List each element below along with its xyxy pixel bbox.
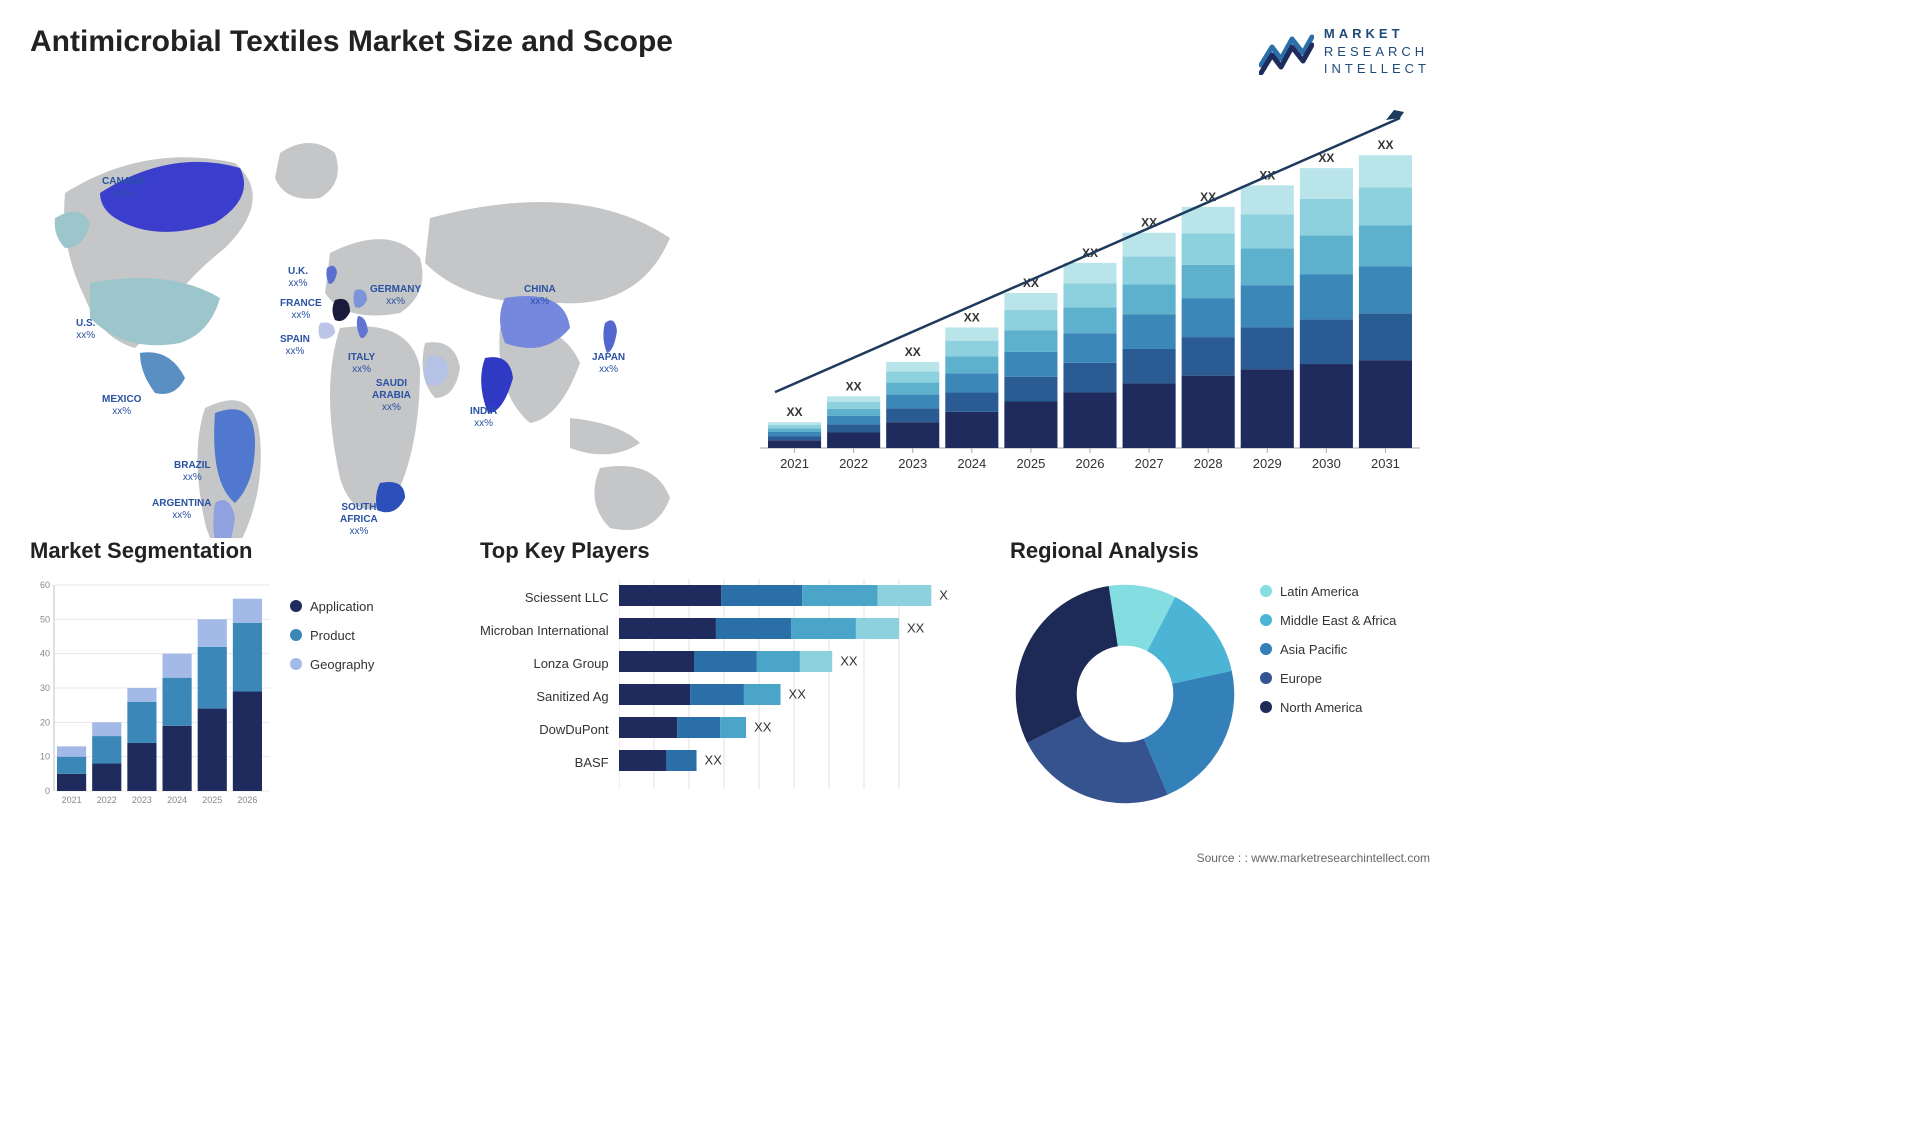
svg-text:2021: 2021	[62, 795, 82, 805]
logo-text-3: INTELLECT	[1324, 60, 1430, 78]
logo-icon	[1259, 27, 1314, 75]
svg-text:2023: 2023	[132, 795, 152, 805]
segmentation-legend: Application Product Geography	[290, 579, 374, 686]
svg-text:2023: 2023	[898, 456, 927, 471]
svg-text:10: 10	[40, 751, 50, 761]
player-label: BASF	[480, 746, 609, 779]
svg-text:2030: 2030	[1312, 456, 1341, 471]
logo-text-1: MARKET	[1324, 26, 1404, 41]
legend-item: Latin America	[1260, 584, 1396, 599]
players-labels: Sciessent LLCMicroban InternationalLonza…	[480, 579, 609, 789]
svg-text:2022: 2022	[97, 795, 117, 805]
svg-text:XX: XX	[1377, 138, 1393, 152]
map-label: INDIAxx%	[470, 406, 497, 430]
player-label: Sciessent LLC	[480, 581, 609, 614]
player-label: DowDuPont	[480, 713, 609, 746]
segmentation-chart-svg: 0 10 20 30 40 50 60 2021 2022 2023 2024 2025 2026	[30, 579, 270, 809]
map-label: GERMANYxx%	[370, 284, 421, 308]
growth-chart-svg: 2021XX2022XX2023XX2024XX2025XX2026XX2027…	[760, 98, 1420, 478]
regional-donut-svg	[1010, 579, 1240, 809]
map-label: ARGENTINAxx%	[152, 498, 211, 522]
map-label: BRAZILxx%	[174, 460, 211, 484]
svg-text:2025: 2025	[202, 795, 222, 805]
legend-item: Application	[290, 599, 374, 614]
legend-item: Product	[290, 628, 374, 643]
segmentation-chart: 0 10 20 30 40 50 60 2021 2022 2023 2024 2025 2026	[30, 579, 270, 809]
world-map: CANADAxx%U.S.xx%MEXICOxx%BRAZILxx%ARGENT…	[30, 98, 730, 498]
growth-chart: 2021XX2022XX2023XX2024XX2025XX2026XX2027…	[760, 98, 1430, 478]
map-label: FRANCExx%	[280, 298, 322, 322]
map-label: U.S.xx%	[76, 318, 95, 342]
player-label: Microban International	[480, 614, 609, 647]
page-title: Antimicrobial Textiles Market Size and S…	[30, 25, 673, 59]
player-label: Lonza Group	[480, 647, 609, 680]
map-label: CANADAxx%	[102, 176, 145, 200]
svg-text:XX: XX	[788, 686, 806, 701]
map-label: SOUTHAFRICAxx%	[340, 502, 378, 538]
map-label: MEXICOxx%	[102, 394, 141, 418]
svg-text:60: 60	[40, 580, 50, 590]
svg-text:XX: XX	[846, 379, 862, 393]
svg-text:XX: XX	[905, 345, 921, 359]
regional-title: Regional Analysis	[1010, 538, 1430, 564]
svg-text:20: 20	[40, 717, 50, 727]
players-chart-svg: XX XX XX XX XX XX	[619, 579, 949, 789]
svg-text:XX: XX	[840, 653, 858, 668]
svg-text:XX: XX	[907, 620, 925, 635]
legend-item: Middle East & Africa	[1260, 613, 1396, 628]
svg-text:XX: XX	[964, 310, 980, 324]
legend-item: North America	[1260, 700, 1396, 715]
svg-text:30: 30	[40, 683, 50, 693]
map-label: ITALYxx%	[348, 352, 375, 376]
svg-text:2024: 2024	[957, 456, 986, 471]
regional-donut	[1010, 579, 1240, 809]
legend-item: Europe	[1260, 671, 1396, 686]
players-chart: XX XX XX XX XX XX	[619, 579, 980, 789]
svg-text:50: 50	[40, 614, 50, 624]
logo-text-2: RESEARCH	[1324, 43, 1430, 61]
map-label: U.K.xx%	[288, 266, 308, 290]
map-label: JAPANxx%	[592, 352, 625, 376]
svg-text:2028: 2028	[1194, 456, 1223, 471]
svg-text:2021: 2021	[780, 456, 809, 471]
svg-text:2026: 2026	[1076, 456, 1105, 471]
svg-text:2026: 2026	[237, 795, 257, 805]
map-label: SAUDIARABIAxx%	[372, 378, 411, 414]
svg-text:XX: XX	[787, 405, 803, 419]
svg-text:2029: 2029	[1253, 456, 1282, 471]
svg-text:XX: XX	[704, 752, 722, 767]
world-map-svg	[30, 98, 730, 538]
svg-text:2031: 2031	[1371, 456, 1400, 471]
map-label: SPAINxx%	[280, 334, 310, 358]
svg-text:40: 40	[40, 648, 50, 658]
svg-text:0: 0	[45, 786, 50, 796]
svg-text:XX: XX	[754, 719, 772, 734]
map-label: CHINAxx%	[524, 284, 556, 308]
legend-item: Asia Pacific	[1260, 642, 1396, 657]
segmentation-title: Market Segmentation	[30, 538, 450, 564]
player-label: Sanitized Ag	[480, 680, 609, 713]
source-label: Source : : www.marketresearchintellect.c…	[1197, 851, 1430, 865]
legend-item: Geography	[290, 657, 374, 672]
players-title: Top Key Players	[480, 538, 980, 564]
svg-text:2027: 2027	[1135, 456, 1164, 471]
regional-legend: Latin America Middle East & Africa Asia Pa…	[1260, 579, 1396, 729]
svg-text:2022: 2022	[839, 456, 868, 471]
logo: MARKET RESEARCH INTELLECT	[1259, 25, 1430, 78]
svg-text:2025: 2025	[1016, 456, 1045, 471]
svg-text:XX: XX	[939, 587, 949, 602]
svg-text:2024: 2024	[167, 795, 187, 805]
